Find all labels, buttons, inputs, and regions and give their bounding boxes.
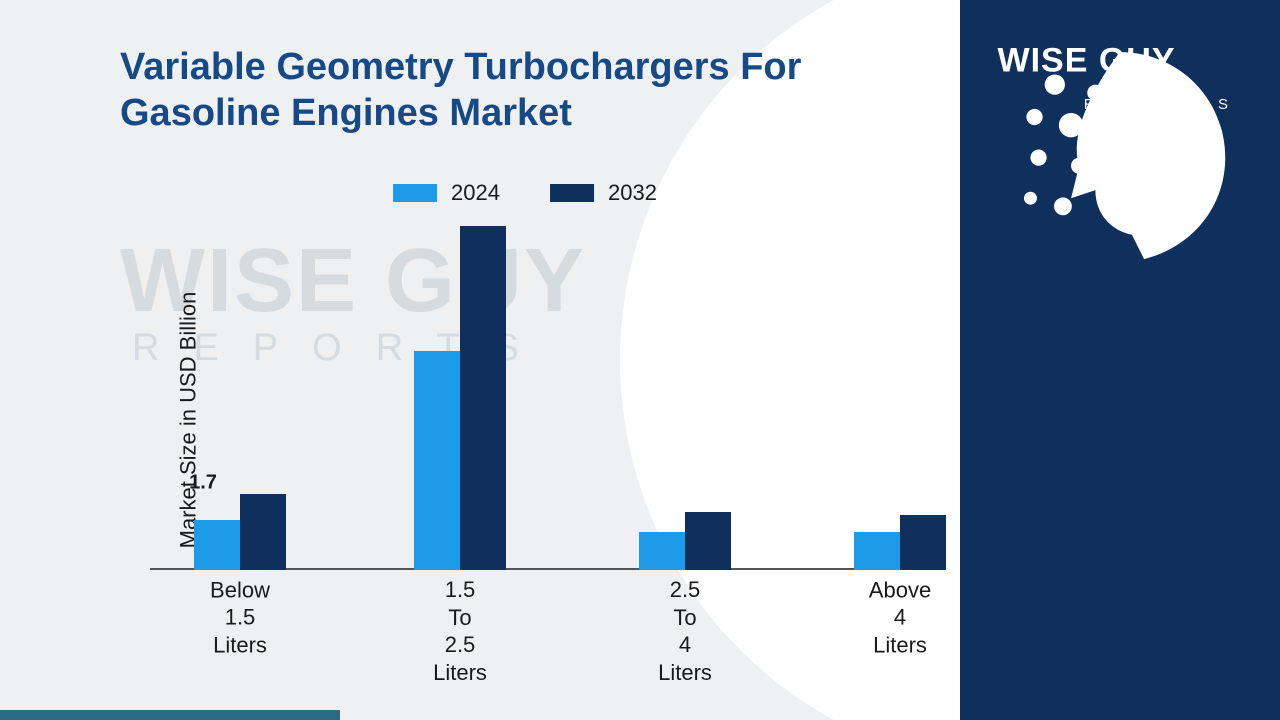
legend-item-2024: 2024	[393, 180, 500, 206]
x-tick-label: 2.5To4Liters	[615, 570, 755, 686]
legend-item-2032: 2032	[550, 180, 657, 206]
legend-label-2032: 2032	[608, 180, 657, 206]
bar-2032	[460, 226, 506, 570]
x-tick-label: Above4Liters	[830, 570, 970, 659]
bar-2024	[414, 351, 460, 570]
bar-group: 1.5To2.5Liters	[400, 226, 520, 570]
value-label: 1.7	[189, 472, 217, 495]
x-tick-label: Below1.5Liters	[170, 570, 310, 659]
brand-logo: WISE GUY REPORTS	[998, 40, 1240, 113]
bar-2032	[240, 494, 286, 570]
bar-2032	[900, 515, 946, 570]
bar-2024	[194, 520, 240, 570]
legend-label-2024: 2024	[451, 180, 500, 206]
plot-area: Below1.5Liters1.7 1.5To2.5Liters 2.5To4Lit…	[150, 220, 940, 570]
bar-2024	[854, 532, 900, 570]
bar-2024	[639, 532, 685, 570]
chart-title: Variable Geometry Turbochargers For Gaso…	[120, 45, 840, 136]
bar-group: Below1.5Liters	[180, 494, 300, 570]
bar-2032	[685, 512, 731, 570]
page: WISE GUY REPORTS Variable Geometry Turbo…	[0, 0, 1280, 720]
footer-accent	[0, 710, 340, 720]
legend: 2024 2032	[393, 180, 657, 206]
legend-swatch-2024	[393, 184, 437, 202]
x-tick-label: 1.5To2.5Liters	[390, 570, 530, 686]
bar-group: Above4Liters	[840, 515, 960, 570]
head-icon	[1180, 40, 1240, 95]
chart-area: Market Size in USD Billion 2024 2032 Bel…	[110, 180, 940, 660]
bar-group: 2.5To4Liters	[625, 512, 745, 570]
legend-swatch-2032	[550, 184, 594, 202]
